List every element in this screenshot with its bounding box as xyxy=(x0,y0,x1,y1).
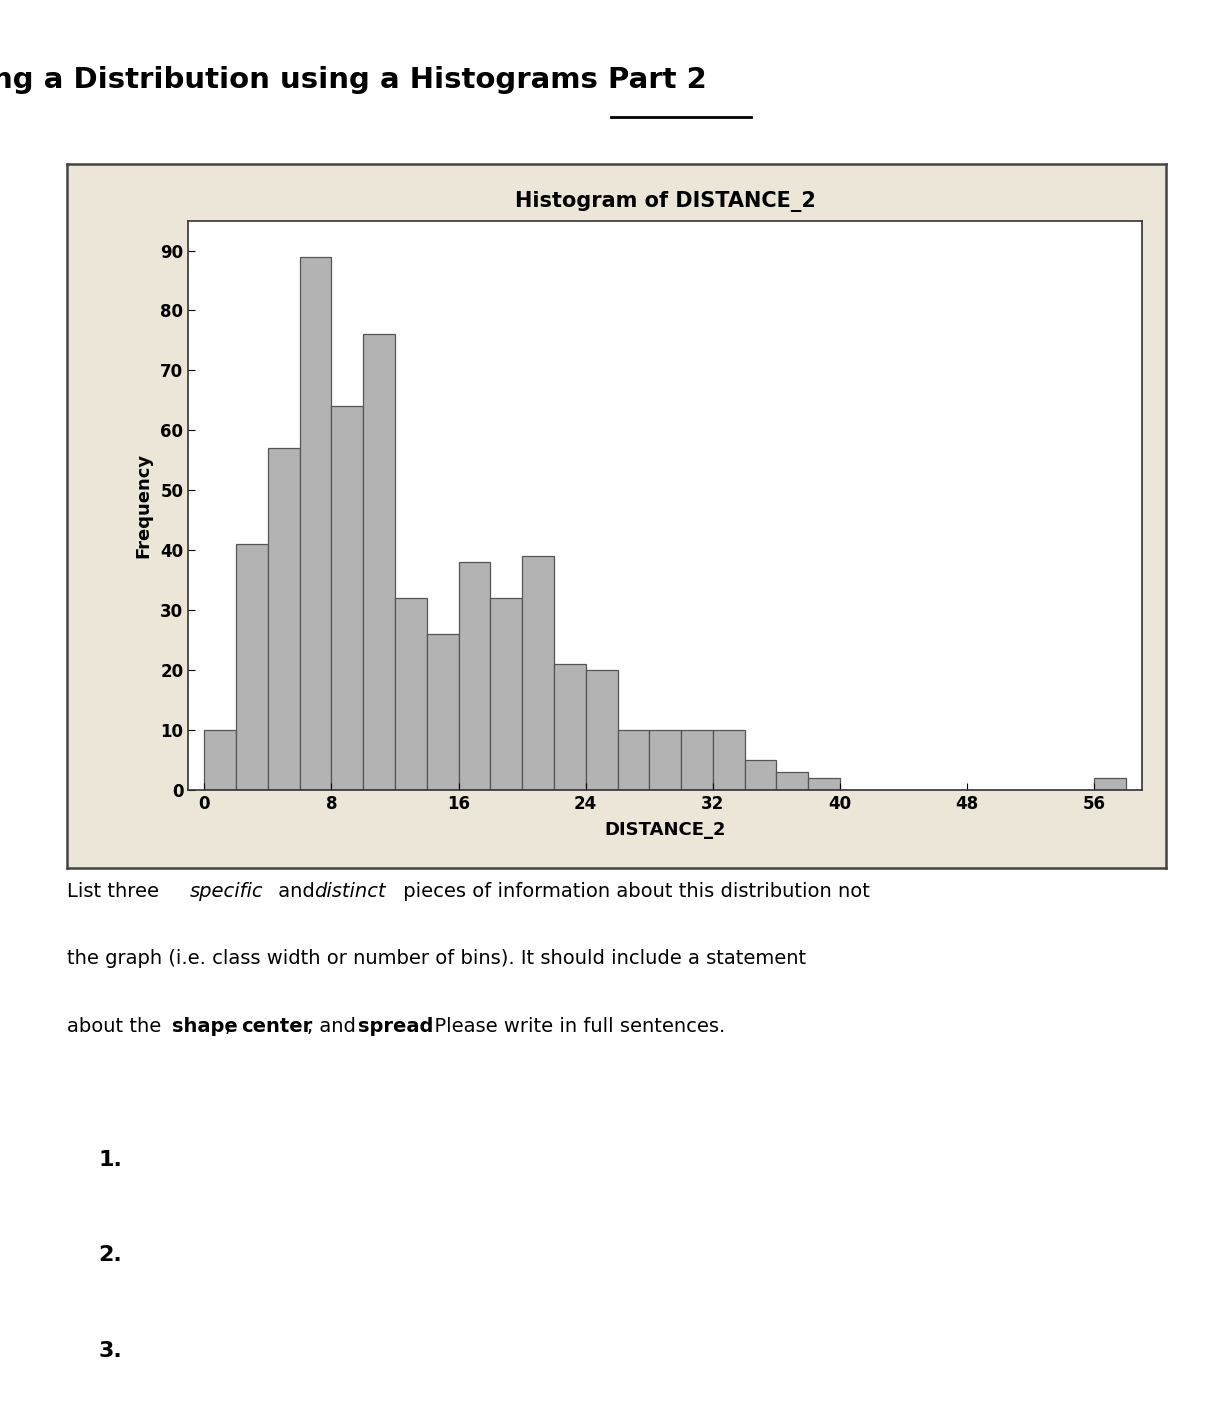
Bar xyxy=(586,670,617,790)
Text: 2.: 2. xyxy=(98,1245,123,1265)
Bar xyxy=(458,562,491,790)
Bar xyxy=(426,635,458,790)
Bar xyxy=(363,334,395,790)
Bar xyxy=(236,544,267,790)
Text: distinct: distinct xyxy=(315,882,386,901)
Text: List three: List three xyxy=(67,882,165,901)
Text: Describing a Distribution using a Histograms: Describing a Distribution using a Histog… xyxy=(0,65,608,94)
Bar xyxy=(713,730,745,790)
Bar xyxy=(491,598,522,790)
Text: specific: specific xyxy=(190,882,264,901)
Bar xyxy=(682,730,713,790)
Bar xyxy=(332,407,363,790)
Text: shape: shape xyxy=(171,1016,238,1036)
Bar xyxy=(300,256,332,790)
Text: and: and xyxy=(272,882,322,901)
Bar xyxy=(808,778,840,790)
Text: the graph (i.e. class width or number of bins). It should include a statement: the graph (i.e. class width or number of… xyxy=(67,949,806,969)
Bar xyxy=(267,448,300,790)
Text: , and: , and xyxy=(306,1016,362,1036)
Bar xyxy=(1095,778,1126,790)
Title: Histogram of DISTANCE_2: Histogram of DISTANCE_2 xyxy=(515,191,815,212)
Text: 1.: 1. xyxy=(98,1150,123,1170)
Text: about the: about the xyxy=(67,1016,168,1036)
Text: ,: , xyxy=(225,1016,237,1036)
Text: 3.: 3. xyxy=(98,1340,123,1360)
Text: pieces of information about this distribution not: pieces of information about this distrib… xyxy=(397,882,870,901)
Y-axis label: Frequency: Frequency xyxy=(134,453,152,558)
Text: . Please write in full sentences.: . Please write in full sentences. xyxy=(422,1016,725,1036)
Bar xyxy=(776,771,808,790)
Bar xyxy=(522,556,554,790)
Text: center: center xyxy=(242,1016,312,1036)
Bar xyxy=(745,760,776,790)
Bar xyxy=(204,730,236,790)
Bar xyxy=(395,598,426,790)
Text: Part 2: Part 2 xyxy=(608,65,706,94)
Bar xyxy=(617,730,649,790)
Text: spread: spread xyxy=(357,1016,433,1036)
Bar xyxy=(649,730,682,790)
Bar xyxy=(554,665,586,790)
X-axis label: DISTANCE_2: DISTANCE_2 xyxy=(605,821,727,840)
